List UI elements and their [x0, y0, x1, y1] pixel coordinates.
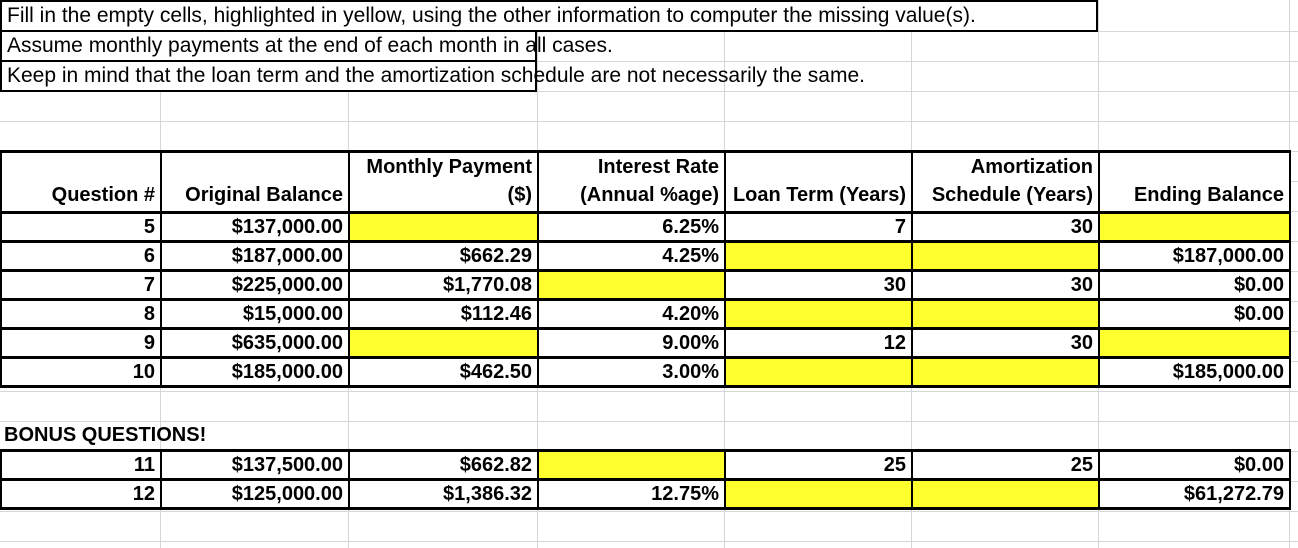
cell-q10-loan-term[interactable] [724, 356, 913, 388]
instruction-cell-2[interactable]: Assume monthly payments at the end of ea… [0, 30, 613, 62]
cell-q9-interest-rate[interactable]: 9.00% [537, 327, 726, 359]
table-row: 8 $15,000.00 $112.46 4.20% $0.00 [0, 298, 1291, 330]
cell-q6-monthly-payment[interactable]: $662.29 [348, 240, 539, 272]
cell-q6-question[interactable]: 6 [0, 240, 162, 272]
header-row: Question # Original Balance Monthly Paym… [0, 150, 1291, 214]
cell-q12-original-balance[interactable]: $125,000.00 [160, 478, 350, 510]
cell-q11-loan-term[interactable]: 25 [724, 449, 913, 481]
cell-q12-loan-term[interactable] [724, 478, 913, 510]
instruction-cell-1[interactable]: Fill in the empty cells, highlighted in … [0, 0, 1098, 32]
cell-q7-amortization[interactable]: 30 [911, 269, 1100, 301]
header-interest-rate[interactable]: Interest Rate (Annual %age) [537, 150, 726, 214]
bonus-table: 11 $137,500.00 $662.82 25 25 $0.00 12 $1… [0, 449, 1291, 510]
table-row: 5 $137,000.00 6.25% 7 30 [0, 211, 1291, 243]
cell-q7-interest-rate[interactable] [537, 269, 726, 301]
instruction-cell-3[interactable]: Keep in mind that the loan term and the … [0, 60, 865, 92]
cell-q5-ending-balance[interactable] [1098, 211, 1291, 243]
gridline-h [0, 61, 1298, 62]
cell-q10-monthly-payment[interactable]: $462.50 [348, 356, 539, 388]
cell-q11-ending-balance[interactable]: $0.00 [1098, 449, 1291, 481]
cell-q11-question[interactable]: 11 [0, 449, 162, 481]
cell-q11-original-balance[interactable]: $137,500.00 [160, 449, 350, 481]
cell-q5-amortization[interactable]: 30 [911, 211, 1100, 243]
header-amortization[interactable]: Amortization Schedule (Years) [911, 150, 1100, 214]
cell-q11-monthly-payment[interactable]: $662.82 [348, 449, 539, 481]
cell-q10-question[interactable]: 10 [0, 356, 162, 388]
table-row: 6 $187,000.00 $662.29 4.25% $187,000.00 [0, 240, 1291, 272]
header-monthly-payment[interactable]: Monthly Payment ($) [348, 150, 539, 214]
cell-q12-ending-balance[interactable]: $61,272.79 [1098, 478, 1291, 510]
cell-q6-interest-rate[interactable]: 4.25% [537, 240, 726, 272]
table-row: 10 $185,000.00 $462.50 3.00% $185,000.00 [0, 356, 1291, 388]
gridline-h [0, 391, 1298, 392]
gridline-h [0, 91, 1298, 92]
cell-q8-interest-rate[interactable]: 4.20% [537, 298, 726, 330]
instruction-text-3: Keep in mind that the loan term and the … [7, 64, 865, 87]
cell-q5-monthly-payment[interactable] [348, 211, 539, 243]
table-row: 11 $137,500.00 $662.82 25 25 $0.00 [0, 449, 1291, 481]
cell-q9-ending-balance[interactable] [1098, 327, 1291, 359]
cell-q8-question[interactable]: 8 [0, 298, 162, 330]
cell-q7-question[interactable]: 7 [0, 269, 162, 301]
gridline-h [0, 541, 1298, 542]
cell-q8-loan-term[interactable] [724, 298, 913, 330]
table-row: 9 $635,000.00 9.00% 12 30 [0, 327, 1291, 359]
cell-q12-question[interactable]: 12 [0, 478, 162, 510]
cell-q10-interest-rate[interactable]: 3.00% [537, 356, 726, 388]
instruction-text-2: Assume monthly payments at the end of ea… [7, 34, 613, 57]
cell-q10-ending-balance[interactable]: $185,000.00 [1098, 356, 1291, 388]
gridline-h [0, 121, 1298, 122]
cell-q11-interest-rate[interactable] [537, 449, 726, 481]
cell-q7-loan-term[interactable]: 30 [724, 269, 913, 301]
cell-q8-original-balance[interactable]: $15,000.00 [160, 298, 350, 330]
header-question[interactable]: Question # [0, 150, 162, 214]
table-row: 12 $125,000.00 $1,386.32 12.75% $61,272.… [0, 478, 1291, 510]
header-loan-term[interactable]: Loan Term (Years) [724, 150, 913, 214]
cell-q11-amortization[interactable]: 25 [911, 449, 1100, 481]
cell-q5-loan-term[interactable]: 7 [724, 211, 913, 243]
gridline-h [0, 511, 1298, 512]
bonus-questions-text: BONUS QUESTIONS! [4, 424, 207, 446]
cell-q10-amortization[interactable] [911, 356, 1100, 388]
cell-q12-amortization[interactable] [911, 478, 1100, 510]
cell-q12-monthly-payment[interactable]: $1,386.32 [348, 478, 539, 510]
cell-q6-loan-term[interactable] [724, 240, 913, 272]
cell-q12-interest-rate[interactable]: 12.75% [537, 478, 726, 510]
header-original-balance[interactable]: Original Balance [160, 150, 350, 214]
cell-q9-original-balance[interactable]: $635,000.00 [160, 327, 350, 359]
gridline-h [0, 421, 1298, 422]
cell-q7-monthly-payment[interactable]: $1,770.08 [348, 269, 539, 301]
cell-q5-original-balance[interactable]: $137,000.00 [160, 211, 350, 243]
cell-q6-amortization[interactable] [911, 240, 1100, 272]
cell-q8-amortization[interactable] [911, 298, 1100, 330]
header-ending-balance[interactable]: Ending Balance [1098, 150, 1291, 214]
cell-q6-original-balance[interactable]: $187,000.00 [160, 240, 350, 272]
cell-q5-interest-rate[interactable]: 6.25% [537, 211, 726, 243]
cell-q8-monthly-payment[interactable]: $112.46 [348, 298, 539, 330]
cell-q9-loan-term[interactable]: 12 [724, 327, 913, 359]
instruction-text-1: Fill in the empty cells, highlighted in … [7, 4, 976, 27]
loan-table: Question # Original Balance Monthly Paym… [0, 150, 1291, 388]
cell-q8-ending-balance[interactable]: $0.00 [1098, 298, 1291, 330]
cell-q6-ending-balance[interactable]: $187,000.00 [1098, 240, 1291, 272]
table-row: 7 $225,000.00 $1,770.08 30 30 $0.00 [0, 269, 1291, 301]
cell-q7-original-balance[interactable]: $225,000.00 [160, 269, 350, 301]
cell-q5-question[interactable]: 5 [0, 211, 162, 243]
cell-q10-original-balance[interactable]: $185,000.00 [160, 356, 350, 388]
cell-q7-ending-balance[interactable]: $0.00 [1098, 269, 1291, 301]
bonus-questions-label[interactable]: BONUS QUESTIONS! [0, 421, 352, 450]
cell-q9-amortization[interactable]: 30 [911, 327, 1100, 359]
cell-q9-question[interactable]: 9 [0, 327, 162, 359]
cell-q9-monthly-payment[interactable] [348, 327, 539, 359]
